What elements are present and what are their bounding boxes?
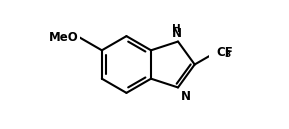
Text: N: N bbox=[172, 27, 182, 40]
Text: N: N bbox=[181, 90, 190, 103]
Text: 3: 3 bbox=[224, 50, 230, 59]
Text: H: H bbox=[172, 24, 181, 34]
Text: CF: CF bbox=[216, 46, 233, 59]
Text: MeO: MeO bbox=[49, 31, 78, 44]
